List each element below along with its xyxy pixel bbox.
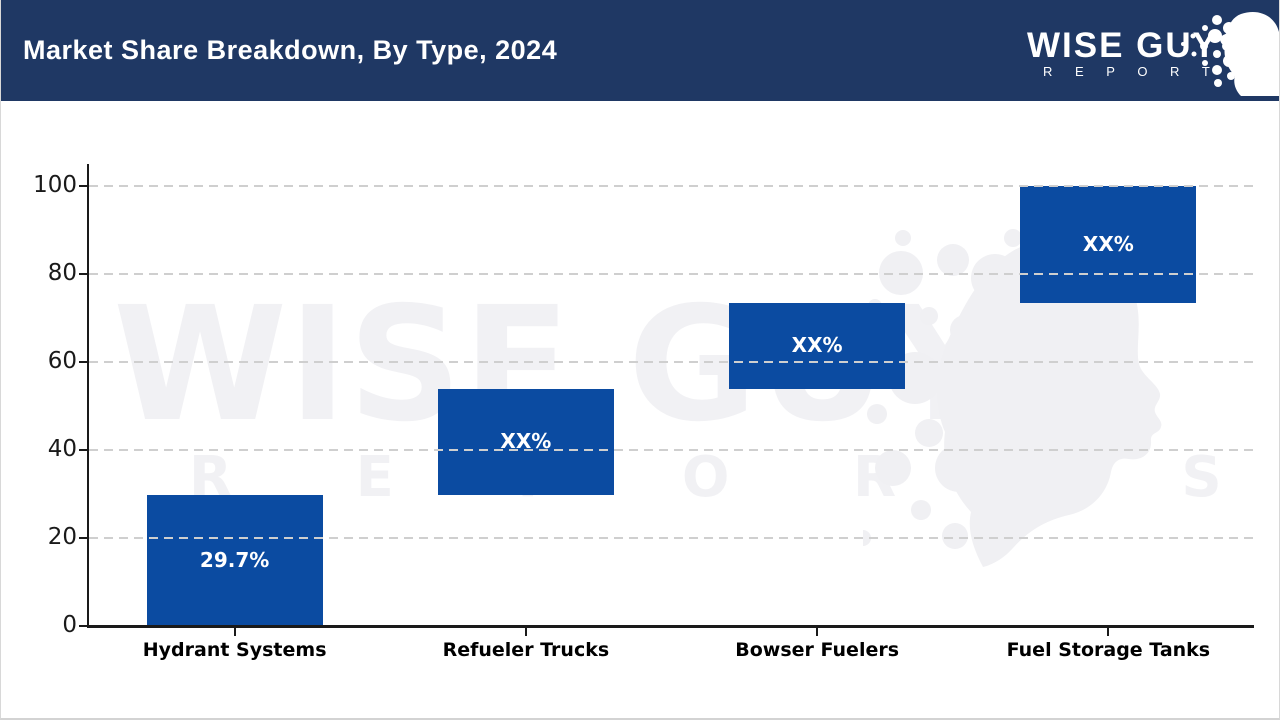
y-gridline <box>89 537 1254 539</box>
y-gridline <box>89 185 1254 187</box>
x-tick-mark <box>816 628 819 636</box>
logo-reports-text: R E P O R T S <box>1043 64 1251 79</box>
x-axis-line <box>87 625 1254 628</box>
page-title: Market Share Breakdown, By Type, 2024 <box>23 35 558 65</box>
y-axis-line <box>87 164 89 628</box>
x-category-label: Fuel Storage Tanks <box>1006 639 1211 661</box>
y-tick-mark <box>79 185 87 187</box>
logo-head-profile-icon <box>1181 12 1279 96</box>
logo-wiseguy-text: WISE GUY <box>1027 26 1219 65</box>
y-gridline <box>89 273 1254 275</box>
bar-hydrant-systems: 29.7% <box>146 495 323 626</box>
y-tick-label: 20 <box>47 524 77 550</box>
y-gridline <box>89 449 1254 451</box>
bar-value-label: XX% <box>1082 231 1134 256</box>
y-tick-mark <box>79 273 87 275</box>
wiseguy-logo: WISE GUY R E P O R T S <box>1021 6 1279 96</box>
x-tick-mark <box>1107 628 1110 636</box>
y-tick-label: 100 <box>33 172 77 198</box>
bar-fuel-storage-tanks: XX% <box>1020 186 1197 304</box>
x-tick-mark <box>524 628 527 636</box>
bar-value-label: XX% <box>791 333 843 358</box>
header-bar: Market Share Breakdown, By Type, 2024 WI… <box>1 0 1279 101</box>
y-tick-mark <box>79 361 87 363</box>
bar-refueler-trucks: XX% <box>437 389 614 496</box>
x-category-label: Hydrant Systems <box>142 639 327 661</box>
y-tick-label: 80 <box>47 260 77 286</box>
bar-bowser-fuelers: XX% <box>729 303 906 390</box>
x-tick-mark <box>233 628 236 636</box>
y-tick-mark <box>79 537 87 539</box>
y-tick-label: 40 <box>47 436 77 462</box>
y-gridline <box>89 361 1254 363</box>
x-category-label: Bowser Fuelers <box>735 639 900 661</box>
bar-value-label: 29.7% <box>199 547 270 572</box>
y-tick-label: 0 <box>62 612 77 638</box>
y-tick-mark <box>79 449 87 451</box>
y-tick-label: 60 <box>47 348 77 374</box>
y-tick-mark <box>79 625 87 627</box>
x-category-label: Refueler Trucks <box>442 639 610 661</box>
